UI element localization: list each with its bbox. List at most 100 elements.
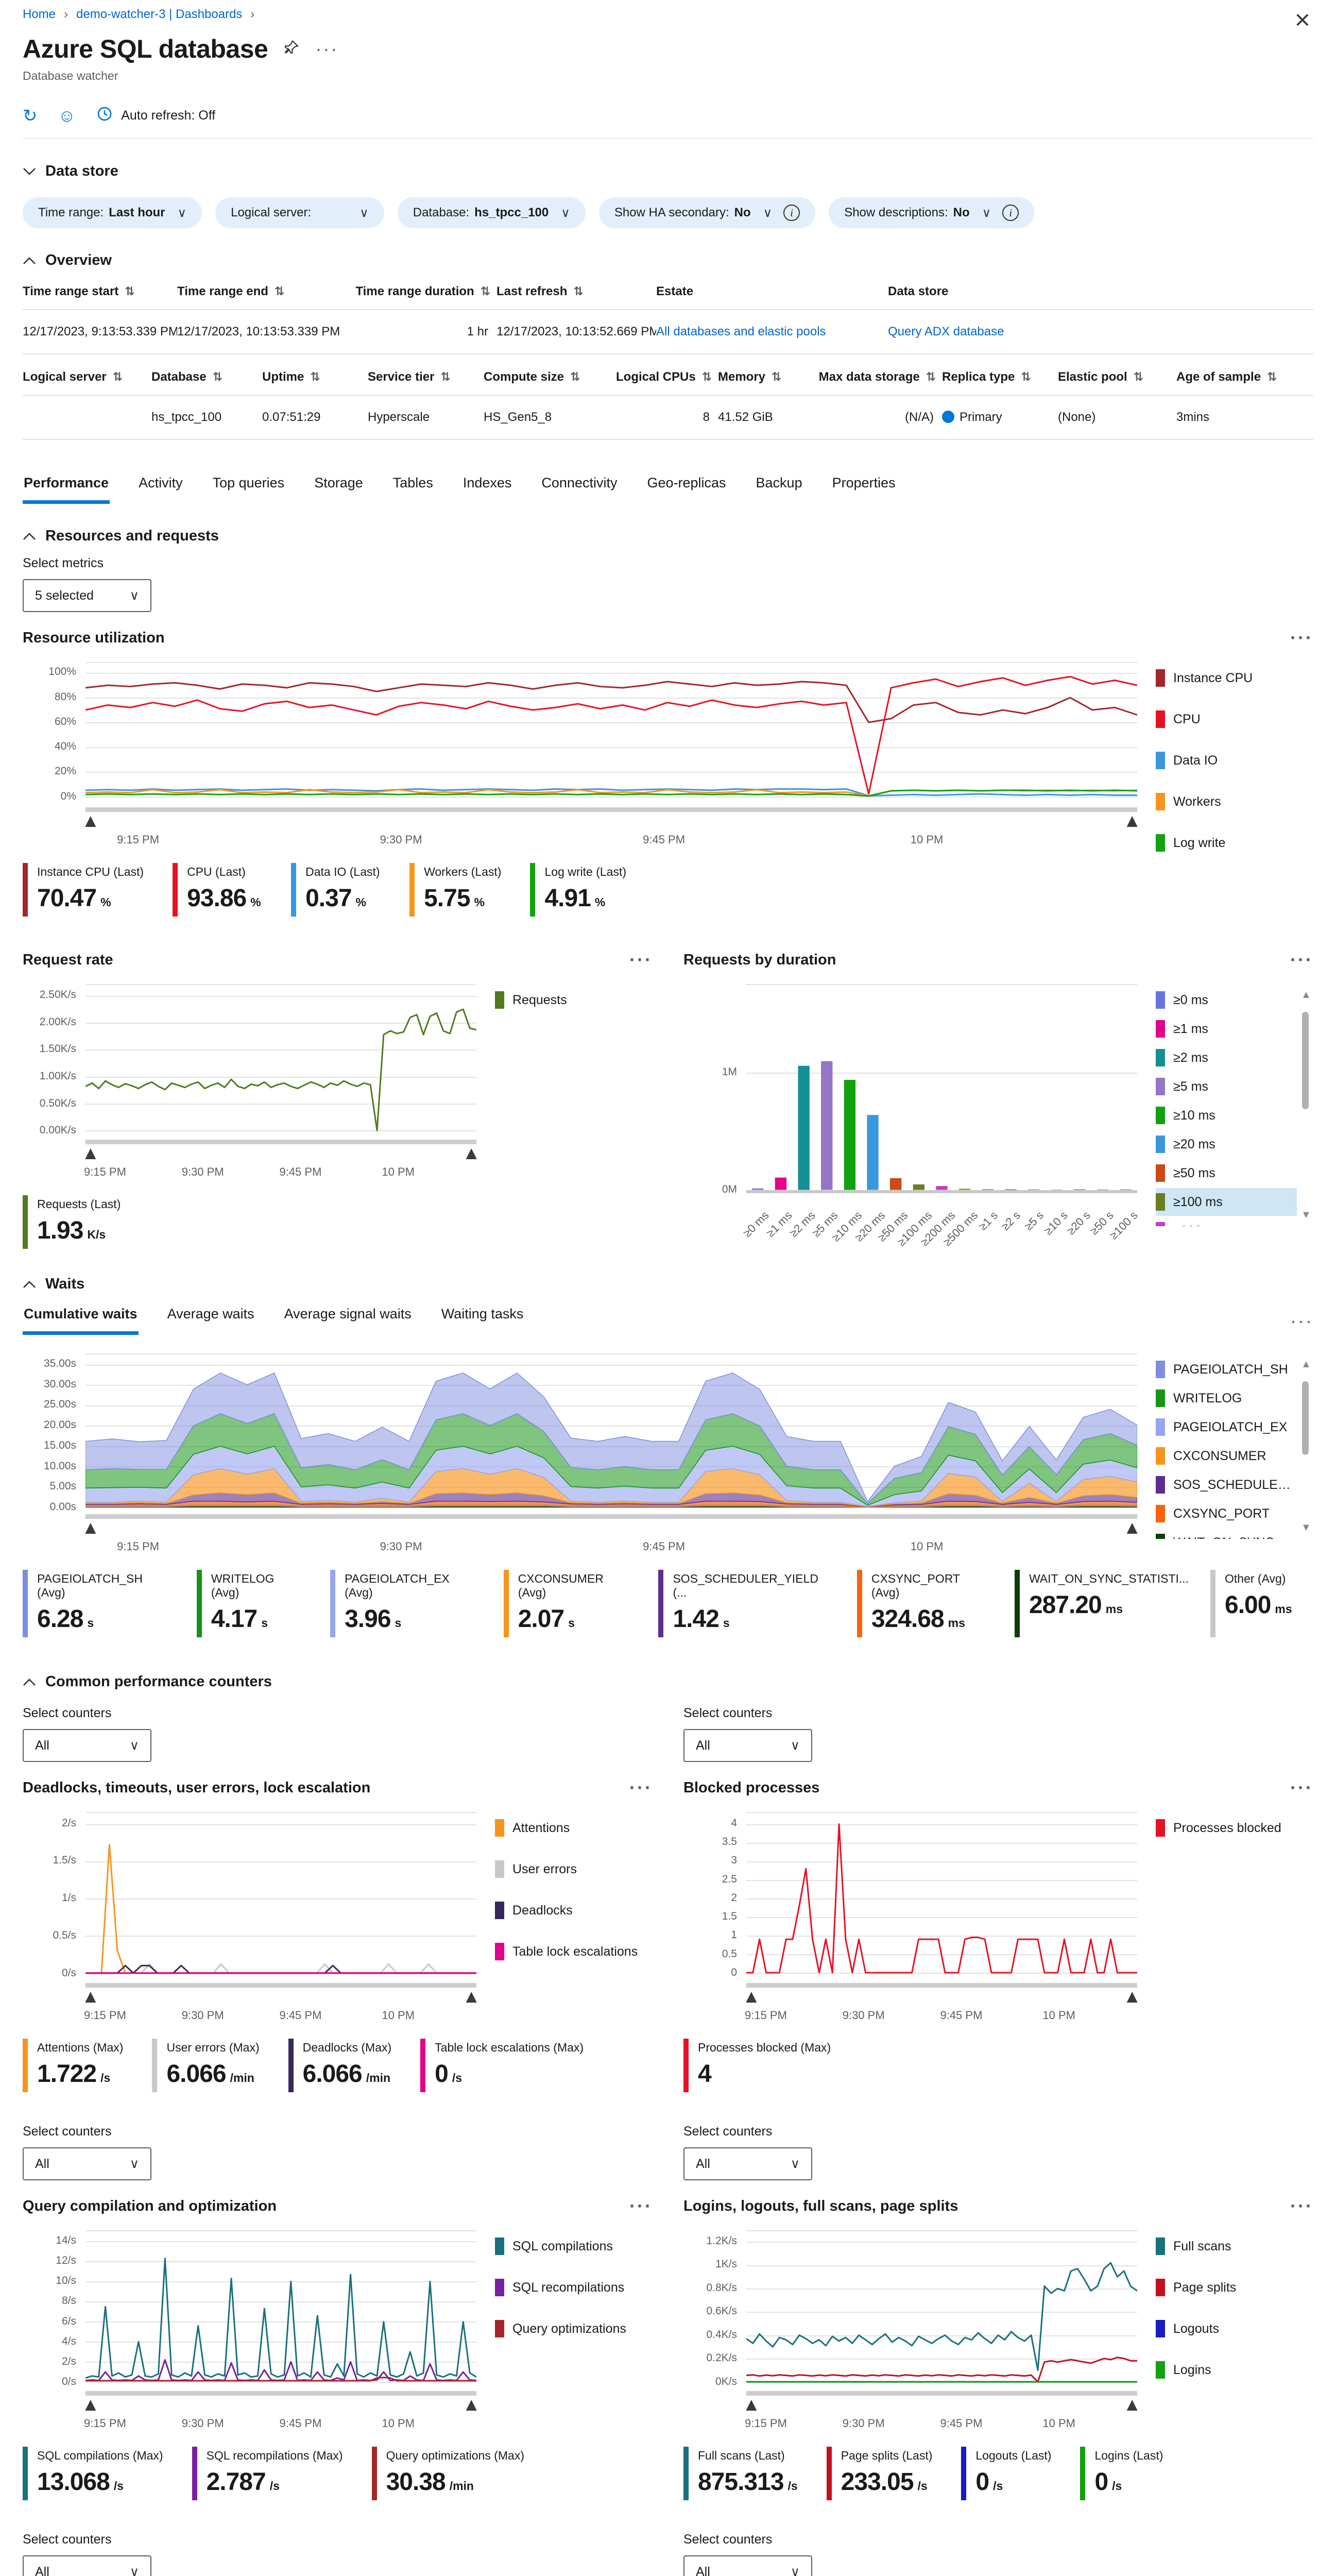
slider-handle-right[interactable]: ▲ — [462, 2395, 481, 2414]
slider-track[interactable] — [85, 1514, 1137, 1519]
legend-item[interactable]: Workers — [1156, 793, 1313, 810]
slider-track[interactable] — [746, 1983, 1137, 1988]
sort-icon[interactable]: ⇅ — [125, 284, 134, 298]
legend-item[interactable]: ≥20 ms — [1156, 1136, 1291, 1153]
legend-item[interactable]: ≥10 ms — [1156, 1107, 1291, 1124]
filter-pill[interactable]: Database:hs_tpcc_100∨ — [398, 197, 586, 228]
legend-item[interactable]: Processes blocked — [1156, 1819, 1313, 1837]
more-options-icon[interactable]: ··· — [629, 2202, 653, 2210]
section-waits[interactable]: Waits — [23, 1276, 1313, 1293]
slider-handle-right[interactable]: ▲ — [1123, 811, 1141, 830]
column-header[interactable]: Replica type⇅ — [942, 370, 1058, 384]
legend-item[interactable]: Log write — [1156, 834, 1313, 852]
more-options-icon[interactable]: ··· — [1290, 634, 1313, 641]
tab-cumulative-waits[interactable]: Cumulative waits — [23, 1302, 139, 1335]
legend-item[interactable]: CXCONSUMER — [1156, 1447, 1291, 1465]
tab-waiting-tasks[interactable]: Waiting tasks — [440, 1302, 525, 1335]
legend-item[interactable]: SOS_SCHEDULER... — [1156, 1476, 1291, 1494]
more-options-icon[interactable]: ··· — [1290, 2202, 1313, 2210]
select-metrics-dropdown[interactable]: 5 selected ∨ — [23, 579, 151, 612]
sort-icon[interactable]: ⇅ — [702, 370, 712, 384]
breadcrumb-item[interactable]: Home — [23, 7, 56, 22]
slider-handle-right[interactable]: ▲ — [1123, 1987, 1141, 2006]
legend-item[interactable]: Query optimizations — [495, 2320, 653, 2337]
scroll-down-icon[interactable]: ▼ — [1301, 1522, 1311, 1534]
legend-item[interactable]: WAIT_ON_SYNC... — [1156, 1534, 1291, 1539]
sort-icon[interactable]: ⇅ — [113, 370, 123, 384]
column-header[interactable]: Elastic pool⇅ — [1058, 370, 1176, 384]
column-header[interactable]: Logical CPUs⇅ — [607, 370, 718, 384]
filter-pill[interactable]: Logical server:∨ — [215, 197, 384, 228]
table-link[interactable]: Query ADX database — [888, 325, 1004, 338]
sort-icon[interactable]: ⇅ — [1021, 370, 1031, 384]
section-resources[interactable]: Resources and requests — [23, 528, 1313, 545]
tab-top-queries[interactable]: Top queries — [212, 471, 286, 504]
legend-item[interactable]: Data IO — [1156, 752, 1313, 769]
sort-icon[interactable]: ⇅ — [1134, 370, 1143, 384]
legend-item[interactable]: ≥1 ms — [1156, 1020, 1291, 1038]
slider-handle-left[interactable]: ▲ — [81, 1144, 100, 1162]
column-header[interactable]: Estate — [656, 284, 888, 299]
more-options-icon[interactable]: ··· — [629, 956, 653, 963]
breadcrumb-item[interactable]: demo-watcher-3 | Dashboards — [76, 7, 242, 22]
legend-scrollbar[interactable]: ▲▼ — [1299, 989, 1312, 1221]
legend-item[interactable]: PAGEIOLATCH_SH — [1156, 1361, 1291, 1378]
legend-item[interactable]: User errors — [495, 1860, 653, 1878]
legend-item[interactable]: Attentions — [495, 1819, 653, 1837]
column-header[interactable]: Memory⇅ — [718, 370, 816, 384]
sort-icon[interactable]: ⇅ — [573, 284, 583, 298]
column-header[interactable]: Time range start⇅ — [23, 284, 177, 299]
scrollbar-thumb[interactable] — [1302, 1012, 1309, 1109]
legend-item[interactable]: ≥100 ms — [1156, 1188, 1297, 1216]
pin-icon[interactable] — [283, 39, 300, 59]
column-header[interactable]: Last refresh⇅ — [496, 284, 656, 299]
legend-scrollbar[interactable]: ▲▼ — [1299, 1359, 1312, 1534]
tab-backup[interactable]: Backup — [755, 471, 803, 504]
legend-item[interactable]: Deadlocks — [495, 1902, 653, 1919]
sort-icon[interactable]: ⇅ — [213, 370, 222, 384]
slider-track[interactable] — [85, 2391, 476, 2396]
sort-icon[interactable]: ⇅ — [440, 370, 450, 384]
section-overview[interactable]: Overview — [23, 252, 1313, 269]
select-counters-dropdown[interactable]: All ∨ — [683, 1729, 812, 1762]
tab-activity[interactable]: Activity — [138, 471, 184, 504]
scrollbar-thumb[interactable] — [1302, 1381, 1309, 1455]
column-header[interactable]: Compute size⇅ — [484, 370, 607, 384]
select-counters-dropdown[interactable]: All ∨ — [23, 1729, 151, 1762]
legend-item[interactable]: ≥200 ms — [1156, 1222, 1291, 1226]
slider-handle-left[interactable]: ▲ — [81, 1518, 100, 1537]
legend-item[interactable]: WRITELOG — [1156, 1389, 1291, 1407]
table-link[interactable]: All databases and elastic pools — [656, 325, 826, 338]
slider-handle-left[interactable]: ▲ — [742, 2395, 761, 2414]
sort-icon[interactable]: ⇅ — [310, 370, 320, 384]
slider-handle-right[interactable]: ▲ — [462, 1987, 481, 2006]
legend-item[interactable]: PAGEIOLATCH_EX — [1156, 1418, 1291, 1436]
legend-item[interactable]: Full scans — [1156, 2238, 1313, 2255]
slider-track[interactable] — [746, 2391, 1137, 2396]
more-options-icon[interactable]: ··· — [1290, 1317, 1313, 1325]
legend-item[interactable]: Requests — [495, 991, 653, 1009]
column-header[interactable]: Max data storage⇅ — [816, 370, 942, 384]
slider-handle-left[interactable]: ▲ — [742, 1987, 761, 2006]
section-counters[interactable]: Common performance counters — [23, 1673, 1313, 1690]
sort-icon[interactable]: ⇅ — [926, 370, 936, 384]
refresh-icon[interactable]: ↻ — [23, 107, 38, 125]
legend-item[interactable]: CPU — [1156, 710, 1313, 728]
select-counters-dropdown[interactable]: All ∨ — [23, 2555, 151, 2576]
tab-performance[interactable]: Performance — [23, 471, 110, 504]
filter-pill[interactable]: Show HA secondary:No∨i — [599, 197, 815, 228]
select-counters-dropdown[interactable]: All ∨ — [683, 2555, 812, 2576]
scroll-up-icon[interactable]: ▲ — [1301, 1359, 1311, 1370]
select-counters-dropdown[interactable]: All ∨ — [23, 2147, 151, 2180]
column-header[interactable]: Database⇅ — [151, 370, 262, 384]
slider-handle-left[interactable]: ▲ — [81, 811, 100, 830]
tab-geo-replicas[interactable]: Geo-replicas — [646, 471, 727, 504]
column-header[interactable]: Logical server⇅ — [23, 370, 151, 384]
slider-track[interactable] — [85, 1140, 476, 1144]
legend-item[interactable]: Page splits — [1156, 2279, 1313, 2296]
close-icon[interactable]: × — [1295, 12, 1310, 28]
sort-icon[interactable]: ⇅ — [772, 370, 781, 384]
slider-track[interactable] — [85, 807, 1137, 812]
sort-icon[interactable]: ⇅ — [570, 370, 580, 384]
slider-handle-right[interactable]: ▲ — [1123, 1518, 1141, 1537]
